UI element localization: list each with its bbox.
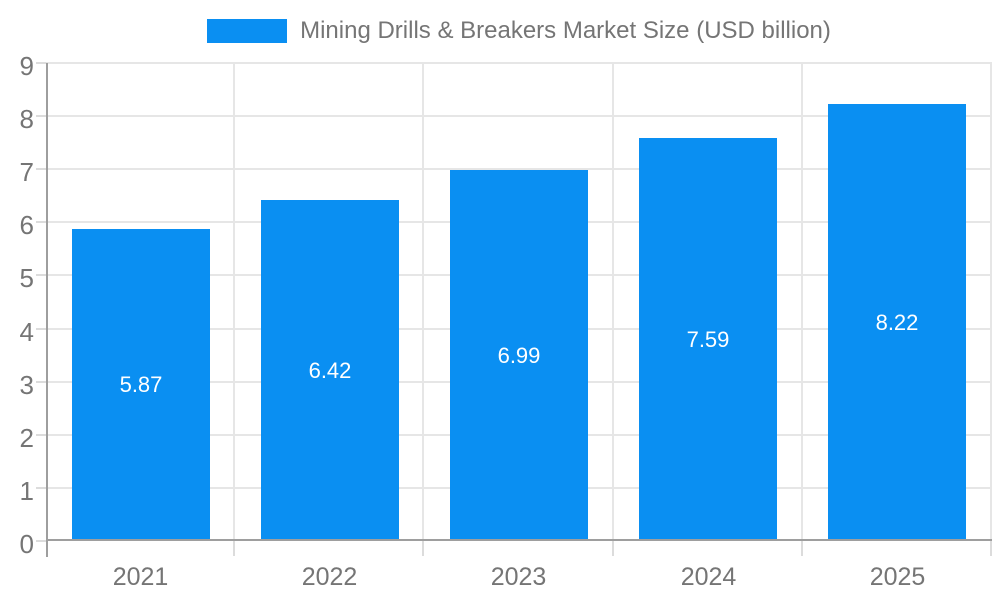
x-axis-tick-label: 2022	[301, 563, 358, 591]
x-axis-tick-label: 2025	[869, 563, 926, 591]
bar-value-label: 7.59	[686, 326, 730, 352]
y-axis-tick-mark	[36, 381, 46, 383]
bar-value-label: 6.99	[497, 342, 541, 368]
x-axis-tick-label: 2024	[680, 563, 737, 591]
plot-area: 5.87 6.42 6.99 7.59 8.22	[46, 62, 992, 557]
y-axis-tick-label: 2	[19, 423, 34, 453]
bar-2025[interactable]: 8.22	[828, 104, 966, 541]
bar-2022[interactable]: 6.42	[261, 200, 399, 541]
bar-value-label: 6.42	[308, 357, 352, 383]
y-axis-tick-label: 0	[19, 529, 34, 559]
y-axis-tick-mark	[36, 540, 46, 542]
y-axis-tick-label: 9	[19, 51, 34, 81]
y-axis-tick-mark	[36, 221, 46, 223]
legend-swatch	[207, 19, 288, 43]
y-axis-tick-label: 8	[19, 104, 34, 134]
y-axis-tick-label: 4	[19, 317, 34, 347]
gridline-vertical	[422, 63, 424, 541]
x-axis-tick-mark	[990, 541, 992, 556]
gridline-vertical	[233, 63, 235, 541]
x-axis-tick-mark	[801, 541, 803, 556]
y-axis-tick-mark	[36, 168, 46, 170]
gridline-vertical	[801, 63, 803, 541]
gridline-vertical	[612, 63, 614, 541]
x-axis-tick-label: 2023	[490, 563, 547, 591]
chart-title: Mining Drills & Breakers Market Size (US…	[300, 17, 831, 44]
gridline-horizontal	[46, 115, 992, 118]
gridline-horizontal	[46, 168, 992, 171]
bar-value-label: 8.22	[875, 309, 919, 335]
y-axis-line	[46, 63, 48, 557]
x-axis-tick-mark	[233, 541, 235, 556]
chart-legend[interactable]: Mining Drills & Breakers Market Size (US…	[46, 14, 992, 48]
y-axis-tick-label: 7	[19, 157, 34, 187]
gridline-horizontal	[46, 62, 992, 64]
y-axis-tick-label: 5	[19, 263, 34, 293]
y-axis-tick-label: 1	[19, 476, 34, 506]
y-axis-tick-mark	[36, 115, 46, 117]
y-axis-tick-mark	[36, 62, 46, 64]
y-axis-tick-mark	[36, 487, 46, 489]
x-axis-line	[46, 539, 992, 541]
bar-2021[interactable]: 5.87	[72, 229, 210, 541]
y-axis-tick-mark	[36, 274, 46, 276]
gridline-vertical	[990, 63, 992, 541]
y-axis-tick-mark	[36, 328, 46, 330]
y-axis-tick-label: 6	[19, 210, 34, 240]
x-axis-tick-mark	[422, 541, 424, 556]
y-axis-tick-mark	[36, 434, 46, 436]
bar-value-label: 5.87	[119, 372, 163, 397]
bar-2023[interactable]: 6.99	[450, 170, 588, 541]
y-axis-tick-label: 3	[19, 370, 34, 400]
bar-2024[interactable]: 7.59	[639, 138, 777, 541]
x-axis-tick-label: 2021	[112, 563, 169, 591]
x-axis-tick-mark	[612, 541, 614, 556]
